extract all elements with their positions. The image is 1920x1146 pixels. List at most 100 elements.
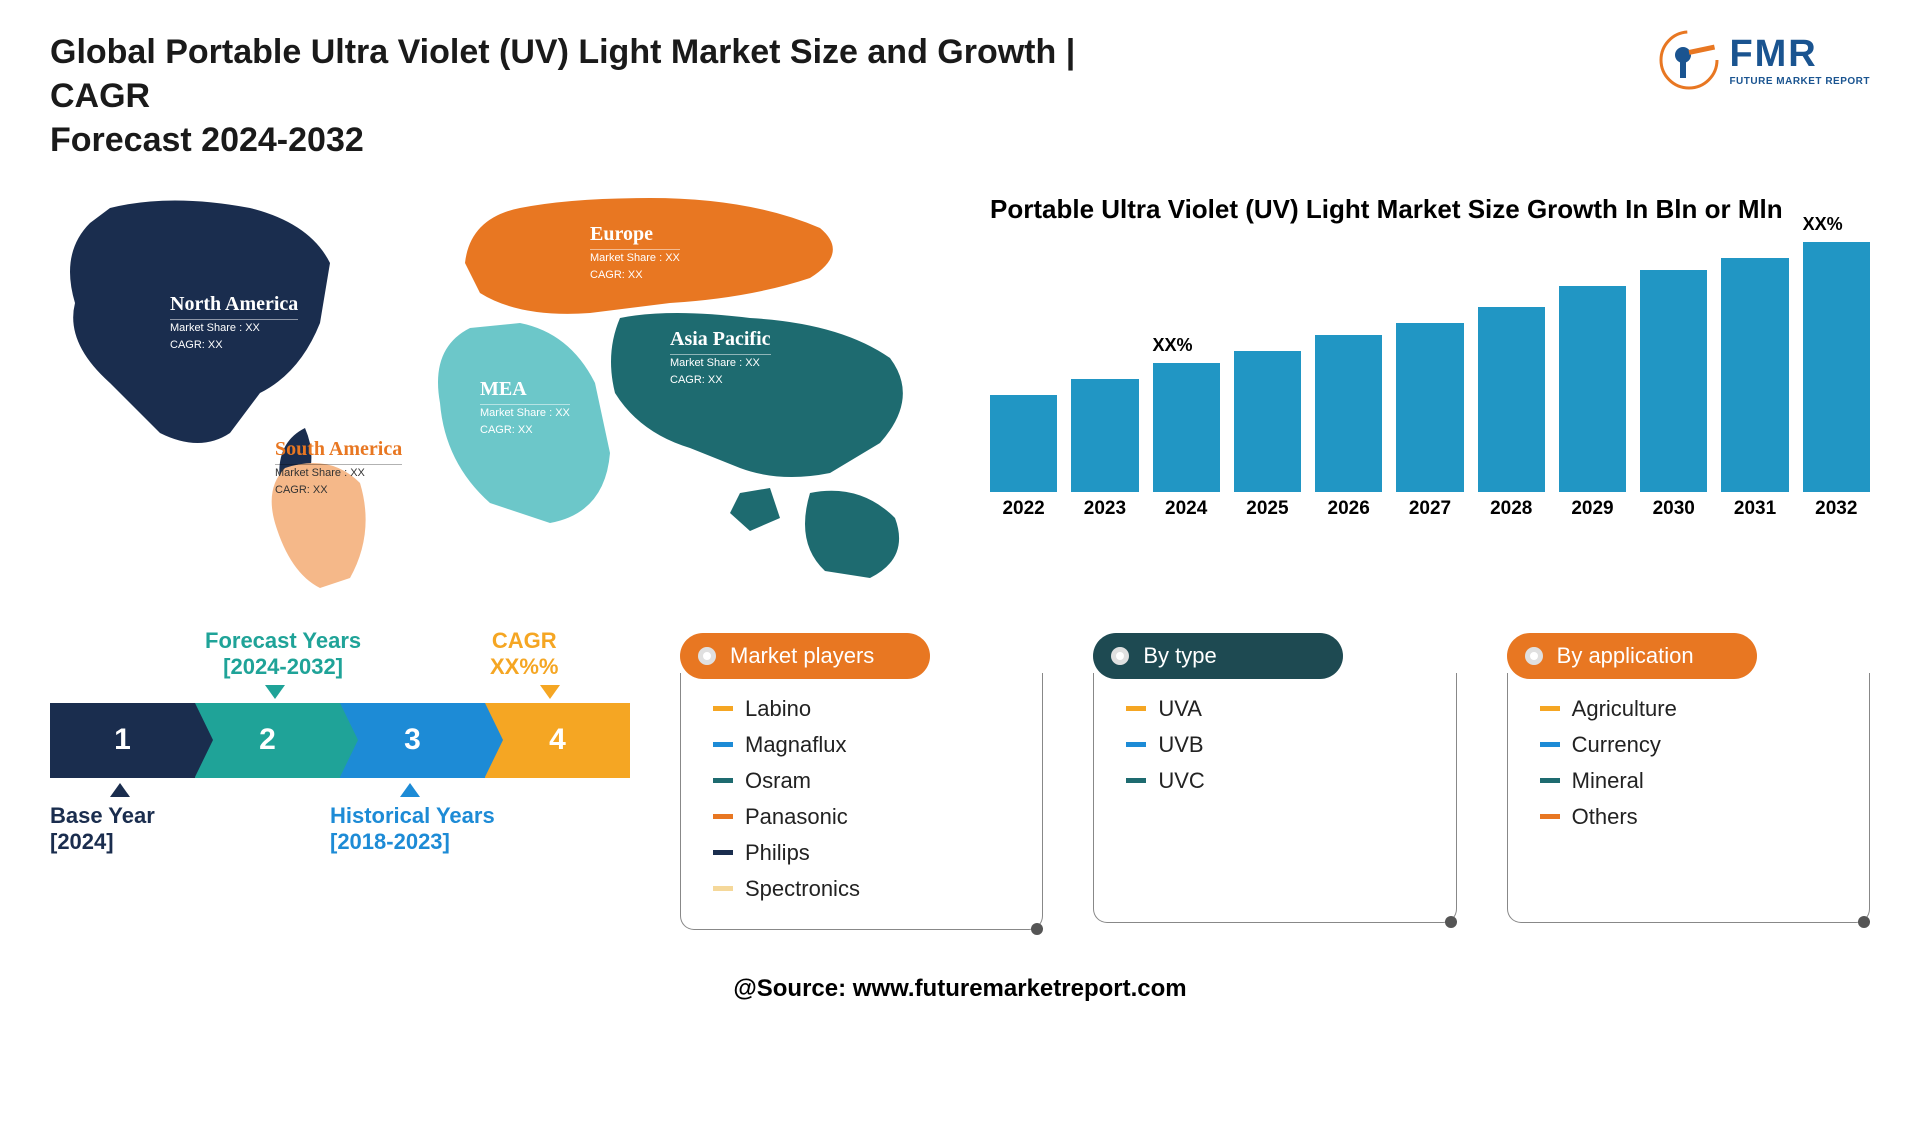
source-line: @Source: www.futuremarketreport.com xyxy=(50,975,1870,1003)
region-ap-label: Asia Pacific Market Share : XX CAGR: XX xyxy=(670,328,771,386)
tl-cagr-t2: XX%% xyxy=(490,654,558,680)
bullet-dash-icon xyxy=(713,706,733,711)
bullet-dash-icon xyxy=(713,814,733,819)
region-sa-cagr: CAGR: XX xyxy=(275,482,402,496)
bar-year-2030: 2030 xyxy=(1653,498,1695,520)
bullet-dash-icon xyxy=(1126,778,1146,783)
bar-annotation-2032: XX% xyxy=(1803,214,1843,235)
chart-title: Portable Ultra Violet (UV) Light Market … xyxy=(990,193,1870,226)
logo-sub: FUTURE MARKET REPORT xyxy=(1729,76,1870,87)
list-item: UVB xyxy=(1126,727,1437,763)
bar-2031 xyxy=(1721,258,1788,492)
tl-hist-t2: [2018-2023] xyxy=(330,829,495,855)
bar-year-2022: 2022 xyxy=(1002,498,1044,520)
bullet-dash-icon xyxy=(1540,814,1560,819)
bar-col-2031: 2031 xyxy=(1721,258,1788,520)
bar-year-2024: 2024 xyxy=(1165,498,1207,520)
bar-year-2028: 2028 xyxy=(1490,498,1532,520)
title-line2: Forecast 2024-2032 xyxy=(50,121,364,159)
fmr-logo: FMR FUTURE MARKET REPORT xyxy=(1659,30,1870,90)
tl-seg-4-num: 4 xyxy=(549,723,566,757)
region-na-label: North America Market Share : XX CAGR: XX xyxy=(170,293,298,351)
tl-base-label: Base Year [2024] xyxy=(50,803,155,855)
bar-col-2025: 2025 xyxy=(1234,351,1301,520)
logo-fmr: FMR xyxy=(1729,33,1870,76)
tl-seg-1-num: 1 xyxy=(114,723,131,757)
list-item-label: UVB xyxy=(1158,732,1203,758)
list-item-label: Philips xyxy=(745,840,810,866)
bar-2029 xyxy=(1559,286,1626,492)
cat-type-header: By type xyxy=(1093,633,1343,679)
bar-col-2032: XX%2032 xyxy=(1803,242,1870,520)
cat-type-title: By type xyxy=(1143,643,1216,669)
region-eu-share: Market Share : XX xyxy=(590,249,680,264)
cat-players-body: LabinoMagnafluxOsramPanasonicPhilipsSpec… xyxy=(680,673,1043,930)
region-ap-share: Market Share : XX xyxy=(670,354,771,369)
tl-hist-arrow-icon xyxy=(400,783,420,797)
bullet-dash-icon xyxy=(1126,706,1146,711)
bar-col-2023: 2023 xyxy=(1071,379,1138,520)
bar-year-2025: 2025 xyxy=(1246,498,1288,520)
region-mea-label: MEA Market Share : XX CAGR: XX xyxy=(480,378,570,436)
cat-players-title: Market players xyxy=(730,643,874,669)
region-sa-name: South America xyxy=(275,438,402,461)
bar-col-2030: 2030 xyxy=(1640,270,1707,520)
bullet-dash-icon xyxy=(1540,778,1560,783)
region-ap-name: Asia Pacific xyxy=(670,328,771,351)
tl-seg-4: 4 xyxy=(485,703,630,778)
cat-type-body: UVA UVB UVC xyxy=(1093,673,1456,923)
logo-icon xyxy=(1659,30,1719,90)
bar-col-2029: 2029 xyxy=(1559,286,1626,520)
tl-forecast-label: Forecast Years [2024-2032] xyxy=(205,628,361,680)
region-na-share: Market Share : XX xyxy=(170,319,298,334)
region-mea-share: Market Share : XX xyxy=(480,404,570,419)
list-item-label: Labino xyxy=(745,696,811,722)
list-item: Mineral xyxy=(1540,763,1851,799)
tl-seg-1: 1 xyxy=(50,703,195,778)
list-item: Others xyxy=(1540,799,1851,835)
bullet-dash-icon xyxy=(713,850,733,855)
list-item: Currency xyxy=(1540,727,1851,763)
list-item-label: Panasonic xyxy=(745,804,848,830)
world-map: North America Market Share : XX CAGR: XX… xyxy=(50,183,950,593)
bar-2032: XX% xyxy=(1803,242,1870,492)
region-na-name: North America xyxy=(170,293,298,316)
bullet-dash-icon xyxy=(1126,742,1146,747)
region-sa-share: Market Share : XX xyxy=(275,464,402,479)
logo-text: FMR FUTURE MARKET REPORT xyxy=(1729,33,1870,87)
list-item-label: Others xyxy=(1572,804,1638,830)
bullet-dash-icon xyxy=(713,886,733,891)
bottom-section: Forecast Years [2024-2032] CAGR XX%% 1 2… xyxy=(50,633,1870,930)
tl-base-arrow-icon xyxy=(110,783,130,797)
list-item: UVA xyxy=(1126,691,1437,727)
list-item-label: UVA xyxy=(1158,696,1202,722)
list-item-label: Mineral xyxy=(1572,768,1644,794)
list-item: UVC xyxy=(1126,763,1437,799)
tl-seg-2-num: 2 xyxy=(259,723,276,757)
bar-col-2022: 2022 xyxy=(990,395,1057,520)
timeline: Forecast Years [2024-2032] CAGR XX%% 1 2… xyxy=(50,633,630,778)
list-item-label: Currency xyxy=(1572,732,1661,758)
cat-app-body: AgricultureCurrencyMineralOthers xyxy=(1507,673,1870,923)
tl-seg-3-num: 3 xyxy=(404,723,421,757)
list-item-label: Osram xyxy=(745,768,811,794)
timeline-bar: 1 2 3 4 xyxy=(50,703,630,778)
cat-app-title: By application xyxy=(1557,643,1694,669)
tl-forecast-t1: Forecast Years xyxy=(205,628,361,653)
bar-year-2029: 2029 xyxy=(1571,498,1613,520)
category-type: By type UVA UVB UVC xyxy=(1093,633,1456,923)
tl-hist-t1: Historical Years xyxy=(330,803,495,828)
list-item: Philips xyxy=(713,835,1024,871)
bullet-dash-icon xyxy=(713,778,733,783)
bar-2027 xyxy=(1396,323,1463,492)
tl-forecast-arrow-icon xyxy=(265,685,285,699)
bullet-dash-icon xyxy=(1540,706,1560,711)
list-item: Labino xyxy=(713,691,1024,727)
bar-2026 xyxy=(1315,335,1382,492)
top-section: North America Market Share : XX CAGR: XX… xyxy=(50,183,1870,593)
tl-cagr-label: CAGR XX%% xyxy=(490,628,558,680)
list-item-label: UVC xyxy=(1158,768,1204,794)
region-eu-label: Europe Market Share : XX CAGR: XX xyxy=(590,223,680,281)
bar-year-2026: 2026 xyxy=(1328,498,1370,520)
tl-base-t1: Base Year xyxy=(50,803,155,828)
